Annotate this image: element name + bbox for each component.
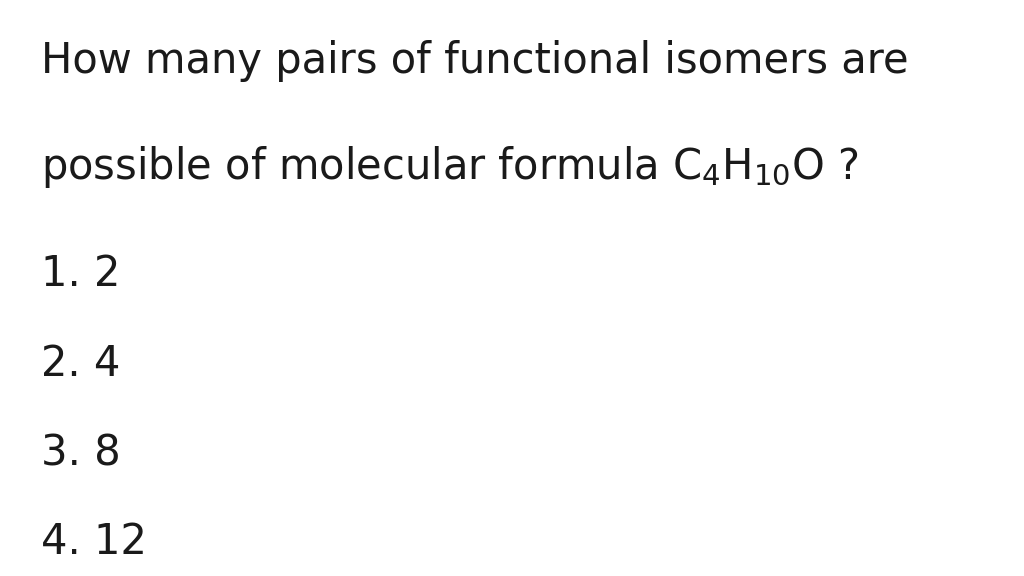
Text: 4. 12: 4. 12 xyxy=(41,521,146,563)
Text: possible of molecular formula $\mathregular{C_4H_{10}O}$ ?: possible of molecular formula $\mathregu… xyxy=(41,144,858,190)
Text: 1. 2: 1. 2 xyxy=(41,253,121,295)
Text: How many pairs of functional isomers are: How many pairs of functional isomers are xyxy=(41,40,908,82)
Text: 3. 8: 3. 8 xyxy=(41,432,121,474)
Text: 2. 4: 2. 4 xyxy=(41,343,121,385)
